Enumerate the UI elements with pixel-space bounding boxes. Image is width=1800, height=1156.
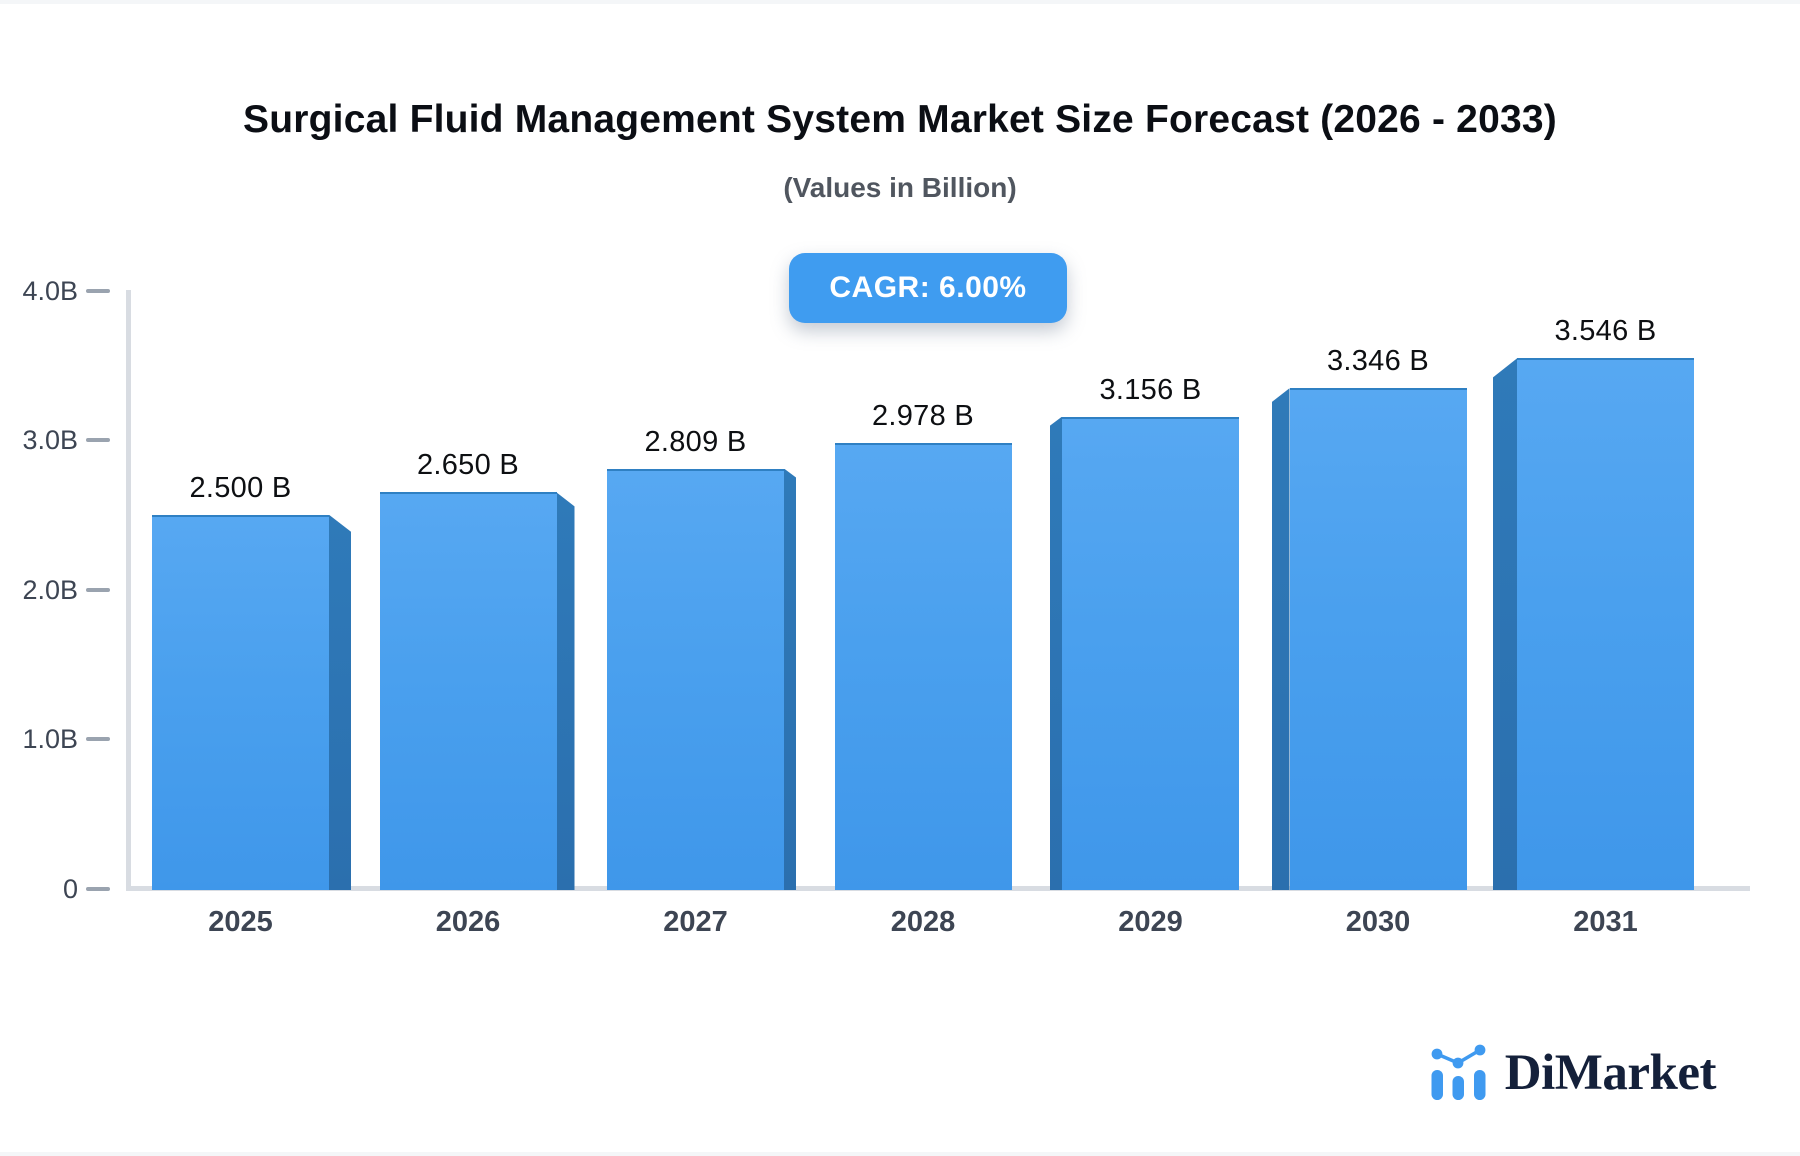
y-tick-label-4.0B: 4.0B xyxy=(22,275,78,306)
bar-value-label-2028: 2.978 B xyxy=(871,400,975,433)
bar-2029[interactable] xyxy=(1062,416,1239,890)
y-tick-label-3.0B: 3.0B xyxy=(22,425,78,455)
bar-2027[interactable] xyxy=(607,468,784,890)
x-axis-label-2028: 2028 xyxy=(890,906,956,938)
x-axis-label-2029: 2029 xyxy=(1118,906,1183,938)
y-tick-dash-4.0B xyxy=(86,288,110,293)
x-axis-label-2027: 2027 xyxy=(663,906,728,938)
brand-logo: DiMarket xyxy=(1426,1040,1717,1106)
bar-2025[interactable] xyxy=(152,514,329,890)
brand-name: DiMarket xyxy=(1504,1045,1717,1101)
bar-3d-side-2031 xyxy=(1493,358,1517,890)
bar-value-label-2025: 2.500 B xyxy=(189,471,292,504)
y-tick-dash-0 xyxy=(86,886,110,891)
y-tick-dash-3.0B xyxy=(86,438,110,442)
y-tick-dash-2.0B xyxy=(86,587,110,592)
x-axis-label-2031: 2031 xyxy=(1573,906,1638,938)
bar-2026[interactable] xyxy=(379,492,557,890)
x-axis-label-2025: 2025 xyxy=(208,906,273,938)
x-axis-label-2030: 2030 xyxy=(1345,906,1411,938)
chart-title: Surgical Fluid Management System Market … xyxy=(243,98,1557,141)
bar-3d-side-2025 xyxy=(329,514,351,890)
cagr-badge-label: CAGR: 6.00% xyxy=(829,271,1027,304)
bar-3d-side-2030 xyxy=(1271,388,1290,890)
y-axis-line xyxy=(126,290,131,891)
bar-value-label-2030: 3.346 B xyxy=(1326,345,1430,378)
y-tick-label-1.0B: 1.0B xyxy=(22,724,78,754)
canvas-top-edge xyxy=(0,0,1800,4)
bar-value-label-2029: 3.156 B xyxy=(1099,373,1202,406)
bar-2028[interactable] xyxy=(834,443,1012,890)
bar-3d-side-2027 xyxy=(784,468,796,890)
y-tick-label-0: 0 xyxy=(62,873,78,904)
bar-line-chart-icon xyxy=(1431,1044,1486,1100)
bar-value-label-2026: 2.650 B xyxy=(416,449,520,482)
canvas-bottom-edge xyxy=(0,1152,1800,1156)
bar-value-label-2031: 3.546 B xyxy=(1554,315,1657,348)
y-tick-dash-1.0B xyxy=(86,737,110,741)
bar-2031[interactable] xyxy=(1517,358,1694,890)
y-tick-label-2.0B: 2.0B xyxy=(22,574,78,605)
chart-subtitle: (Values in Billion) xyxy=(783,172,1017,203)
bar-3d-side-2026 xyxy=(556,492,575,890)
bar-2030[interactable] xyxy=(1289,388,1467,890)
x-axis-label-2026: 2026 xyxy=(435,906,501,938)
bar-value-label-2027: 2.809 B xyxy=(644,425,747,458)
cagr-badge: CAGR: 6.00% xyxy=(789,253,1067,323)
bar-3d-side-2029 xyxy=(1050,416,1062,890)
